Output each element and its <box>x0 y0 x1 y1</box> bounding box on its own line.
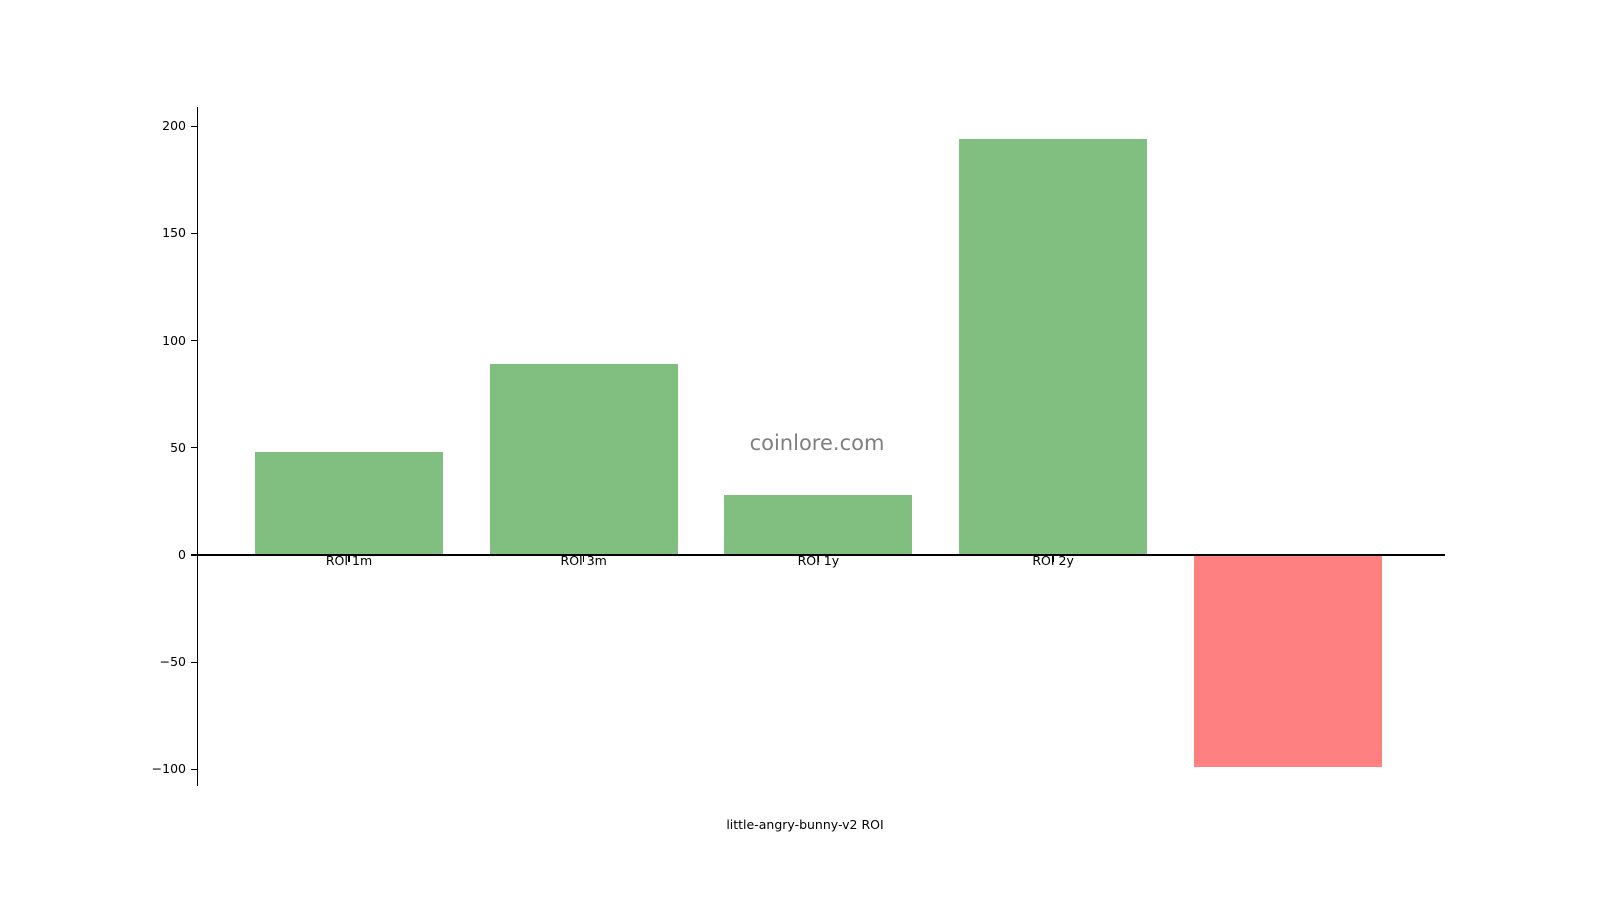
y-tick-mark <box>191 339 197 342</box>
bar <box>255 452 443 555</box>
y-tick-label: 200 <box>162 118 186 134</box>
x-tick-mark <box>1052 555 1054 562</box>
x-tick-mark <box>583 555 585 562</box>
y-tick-label: −50 <box>159 654 186 670</box>
y-tick-label: −100 <box>151 761 186 777</box>
y-tick-mark <box>191 768 197 771</box>
y-tick-label: 150 <box>162 225 186 241</box>
y-tick-mark <box>191 232 197 235</box>
y-tick-label: 50 <box>170 439 186 455</box>
x-tick-label: ROI 2y <box>1032 553 1074 568</box>
bar <box>959 139 1148 555</box>
x-tick-mark <box>817 555 820 562</box>
x-tick-label: ROI 1m <box>325 553 373 568</box>
y-tick-mark <box>191 661 197 663</box>
y-tick-label: 100 <box>162 332 186 348</box>
y-axis-spine <box>197 107 199 786</box>
x-axis-zero-line <box>197 554 1445 556</box>
bar <box>1193 555 1382 768</box>
chart-title: little-angry-bunny-v2 ROI <box>726 817 884 832</box>
bar <box>489 364 678 555</box>
watermark: coinlore.com <box>749 431 885 455</box>
x-tick-mark <box>348 555 350 562</box>
y-tick-label: 0 <box>178 547 186 562</box>
y-tick-mark <box>191 447 197 449</box>
bar <box>724 494 913 555</box>
y-tick-mark <box>191 554 197 556</box>
y-tick-mark <box>191 125 197 127</box>
x-tick-label: ROI 1y <box>797 553 840 568</box>
x-tick-label: ROI 3m <box>560 553 607 568</box>
